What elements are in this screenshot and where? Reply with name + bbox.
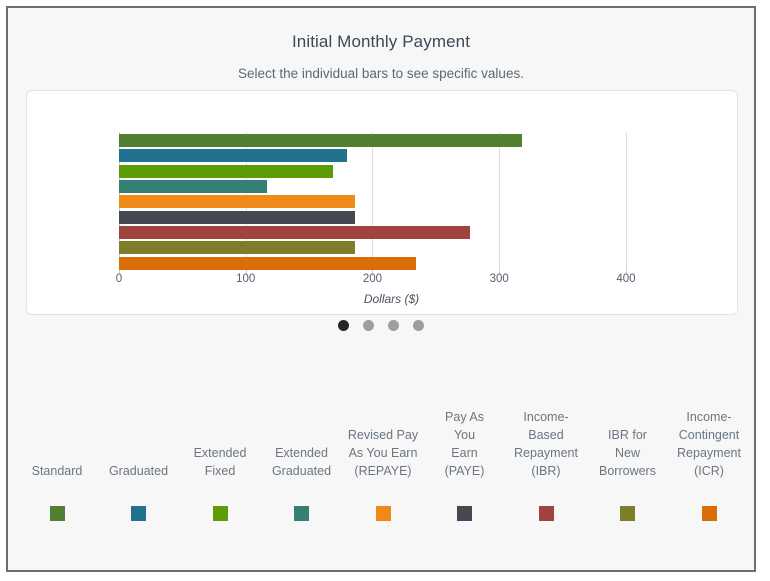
pagination-dot-4[interactable]	[413, 320, 424, 331]
legend-item-6[interactable]: Income- Based Repayment (IBR)	[509, 408, 583, 521]
legend-item-2[interactable]: Extended Fixed	[183, 444, 257, 521]
bar-6[interactable]	[119, 226, 471, 239]
legend-color-swatch[interactable]	[212, 506, 228, 521]
gridline-200	[372, 132, 374, 270]
gridline-300	[499, 132, 501, 270]
bar-chart-plot: 0 100 200 300 400 Dollars ($)	[116, 132, 664, 306]
legend-item-0[interactable]: Standard	[20, 462, 94, 521]
legend-item-7[interactable]: IBR for New Borrowers	[591, 426, 665, 521]
x-tick-label-100: 100	[236, 273, 256, 285]
x-tickmark-200	[372, 270, 374, 274]
chart-card: 0 100 200 300 400 Dollars ($)	[26, 90, 738, 315]
legend-color-swatch[interactable]	[538, 506, 554, 521]
legend-item-1[interactable]: Graduated	[102, 462, 176, 521]
bar-1[interactable]	[119, 149, 348, 163]
legend-item-label: IBR for New Borrowers	[599, 428, 656, 478]
legend-item-label: Extended Fixed	[193, 446, 247, 478]
page-body: Initial Monthly Payment Select the indiv…	[8, 8, 754, 570]
legend-color-swatch[interactable]	[294, 506, 309, 521]
pagination-dot-2[interactable]	[363, 320, 374, 331]
legend-color-swatch[interactable]	[131, 506, 146, 521]
carousel-pagination[interactable]	[8, 320, 754, 331]
gridline-400	[625, 132, 627, 270]
x-tickmark-400	[625, 270, 627, 274]
x-tick-label-400: 400	[616, 273, 636, 285]
bar-5[interactable]	[119, 210, 355, 224]
x-tick-label-0: 0	[115, 273, 123, 285]
legend-item-8[interactable]: Income- Contingent Repayment (ICR)	[672, 408, 746, 521]
legend-color-swatch[interactable]	[620, 506, 635, 521]
x-tickmark-100	[245, 270, 247, 274]
legend-item-5[interactable]: Pay As You Earn (PAYE)	[428, 408, 502, 521]
page-title: Initial Monthly Payment	[291, 32, 471, 51]
bar-series[interactable]	[119, 133, 664, 270]
bar-8[interactable]	[119, 256, 416, 270]
x-tick-label-300: 300	[489, 273, 509, 285]
x-tickmark-300	[499, 270, 501, 274]
legend-color-swatch[interactable]	[49, 506, 65, 521]
bar-7[interactable]	[119, 241, 355, 255]
legend-item-label: Income- Based Repayment (IBR)	[514, 410, 578, 478]
x-tick-label-200: 200	[362, 273, 383, 285]
bar-2[interactable]	[119, 164, 334, 178]
app-window: Initial Monthly Payment Select the indiv…	[6, 6, 756, 572]
legend-item-label: Standard	[31, 464, 83, 478]
legend-color-swatch[interactable]	[375, 506, 391, 521]
pagination-dot-1[interactable]	[338, 320, 349, 331]
legend-color-swatch[interactable]	[701, 506, 717, 521]
x-tickmark-0	[119, 270, 120, 274]
legend-item-label: Revised Pay As You Earn (REPAYE)	[347, 428, 419, 478]
chart-legend: Standard Graduated Extended Fixed Extended …	[20, 408, 746, 521]
bar-3[interactable]	[119, 180, 268, 193]
bar-0[interactable]	[119, 134, 523, 147]
legend-item-label: Pay As You Earn (PAYE)	[444, 410, 485, 478]
legend-item-label: Income- Contingent Repayment (ICR)	[677, 410, 741, 478]
legend-color-swatch[interactable]	[457, 506, 472, 521]
legend-item-label: Graduated	[108, 464, 169, 478]
bar-4[interactable]	[119, 195, 355, 209]
legend-item-3[interactable]: Extended Graduated	[265, 444, 339, 521]
pagination-dot-3[interactable]	[388, 320, 399, 331]
legend-item-4[interactable]: Revised Pay As You Earn (REPAYE)	[346, 426, 420, 521]
x-axis-title: Dollars ($)	[363, 292, 420, 306]
legend-item-label: Extended Graduated	[271, 446, 332, 478]
page-subtitle: Select the individual bars to see specif…	[238, 66, 524, 81]
